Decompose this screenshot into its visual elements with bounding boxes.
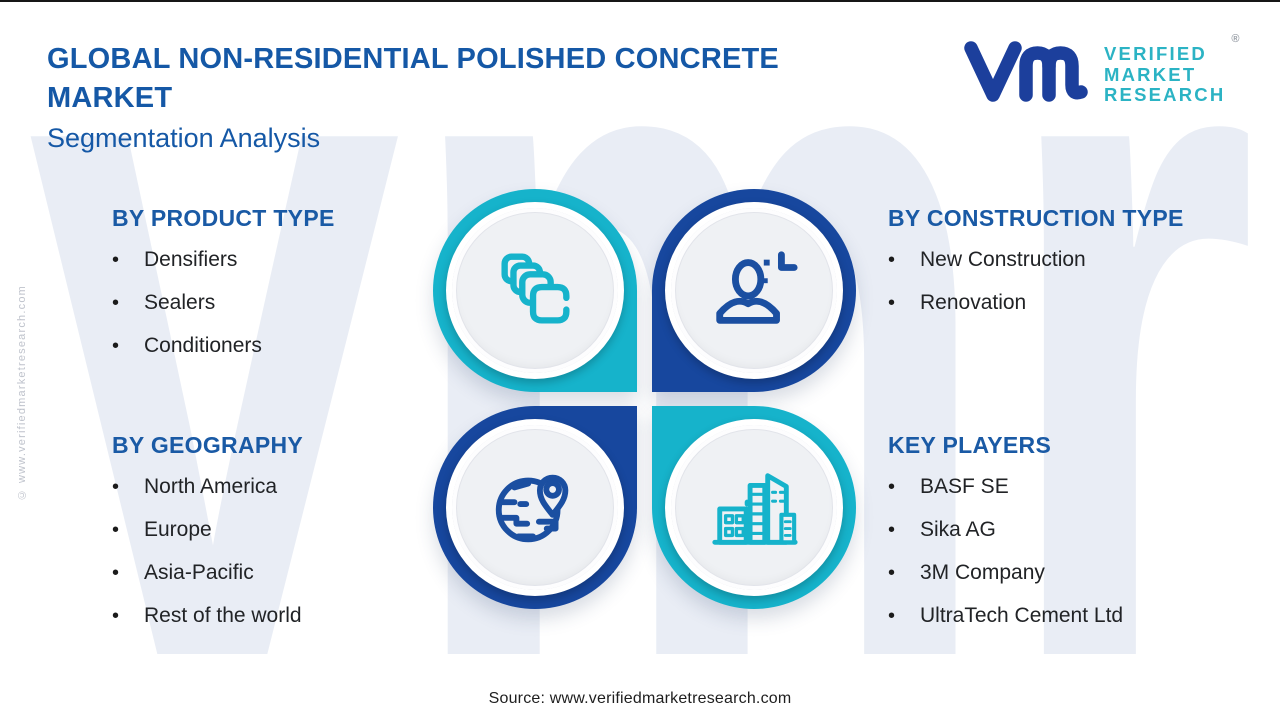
list-item: • BASF SE: [888, 475, 1218, 499]
section-product-type: BY PRODUCT TYPE • Densifiers • Sealers •…: [112, 205, 422, 378]
globe-pin-icon: [495, 474, 569, 542]
list-item-label: Asia-Pacific: [144, 561, 254, 584]
list-item-label: New Construction: [920, 248, 1086, 271]
person-icon: [716, 250, 798, 324]
bullet-dot: •: [112, 249, 120, 271]
list-item-label: Rest of the world: [144, 604, 302, 627]
bullet-dot: •: [888, 605, 896, 627]
section-heading: BY PRODUCT TYPE: [112, 205, 335, 231]
list-item: • Renovation: [888, 291, 1218, 315]
list-item-label: Conditioners: [144, 334, 262, 357]
source-line: Source: www.verifiedmarketresearch.com: [488, 690, 792, 707]
vmr-logo: ® VERIFIED MARKET RESEARCH: [962, 33, 1239, 109]
section-heading: BY GEOGRAPHY: [112, 432, 304, 458]
list-item-label: Sealers: [144, 291, 216, 314]
list-item: • Asia-Pacific: [112, 561, 422, 585]
section-construction-type: BY CONSTRUCTION TYPE • New Construction …: [888, 205, 1218, 335]
list-item-label: Renovation: [920, 291, 1027, 314]
geography-list: • North America • Europe • Asia-Pacific …: [112, 475, 422, 628]
quadrant-disc: [452, 208, 618, 373]
bullet-dot: •: [888, 519, 896, 541]
quadrant-key-players: [652, 406, 856, 609]
title-line-1: GLOBAL NON-RESIDENTIAL POLISHED CONCRETE: [47, 43, 779, 75]
list-item: • Conditioners: [112, 334, 422, 358]
bullet-dot: •: [112, 562, 120, 584]
bullet-dot: •: [112, 605, 120, 627]
quadrant-construction-type: [652, 189, 856, 392]
vmr-logo-mark-icon: [964, 41, 1088, 102]
bullet-dot: •: [112, 519, 120, 541]
section-key-players: KEY PLAYERS • BASF SE • Sika AG • 3M Com…: [888, 432, 1218, 648]
quadrant-geography: [433, 406, 637, 609]
bullet-dot: •: [888, 249, 896, 271]
quadrant-disc: [452, 425, 618, 590]
registered-mark: ®: [1231, 33, 1240, 45]
list-item: • Sika AG: [888, 518, 1218, 542]
list-item: • New Construction: [888, 248, 1218, 272]
quadrant-disc: [671, 208, 837, 373]
vertical-copyright: © www.verifiedmarketresearch.com: [16, 285, 28, 501]
title-line-2: MARKET: [47, 82, 173, 114]
bullet-dot: •: [888, 292, 896, 314]
list-item: • Rest of the world: [112, 604, 422, 628]
bullet-dot: •: [112, 335, 120, 357]
section-heading: BY CONSTRUCTION TYPE: [888, 205, 1184, 231]
list-item-label: 3M Company: [920, 561, 1045, 584]
list-item-label: UltraTech Cement Ltd: [920, 604, 1124, 627]
logo-line-market: MARKET: [1104, 63, 1197, 85]
list-item: • Europe: [112, 518, 422, 542]
list-item-label: BASF SE: [920, 475, 1009, 498]
construction-type-list: • New Construction • Renovation: [888, 248, 1218, 315]
product-type-list: • Densifiers • Sealers • Conditioners: [112, 248, 422, 358]
list-item-label: North America: [144, 475, 278, 498]
quadrant-disc: [671, 425, 837, 590]
header: GLOBAL NON-RESIDENTIAL POLISHED CONCRETE…: [47, 40, 927, 154]
watermark-text: vmr: [28, 2, 1258, 720]
logo-line-research: RESEARCH: [1104, 84, 1226, 105]
logo-line-verified: VERIFIED: [1104, 43, 1207, 64]
bullet-dot: •: [112, 476, 120, 498]
page-title: GLOBAL NON-RESIDENTIAL POLISHED CONCRETE…: [47, 40, 927, 118]
list-item-label: Europe: [144, 518, 212, 541]
section-geography: BY GEOGRAPHY • North America • Europe • …: [112, 432, 422, 648]
section-heading: KEY PLAYERS: [888, 432, 1052, 458]
bullet-dot: •: [112, 292, 120, 314]
quadrant-product-type: [433, 189, 637, 392]
key-players-list: • BASF SE • Sika AG • 3M Company • Ultra…: [888, 475, 1218, 628]
list-item-label: Sika AG: [920, 518, 996, 541]
list-item: • Sealers: [112, 291, 422, 315]
bullet-dot: •: [888, 476, 896, 498]
list-item: • 3M Company: [888, 561, 1218, 585]
logo-wordmark: ® VERIFIED MARKET RESEARCH: [1104, 33, 1239, 106]
list-item: • UltraTech Cement Ltd: [888, 604, 1218, 628]
bullet-dot: •: [888, 562, 896, 584]
list-item-label: Densifiers: [144, 248, 238, 271]
list-item: • Densifiers: [112, 248, 422, 272]
buildings-icon: [712, 472, 798, 545]
page-subtitle: Segmentation Analysis: [47, 123, 321, 153]
stacked-squares-icon: [501, 253, 570, 324]
list-item: • North America: [112, 475, 422, 499]
